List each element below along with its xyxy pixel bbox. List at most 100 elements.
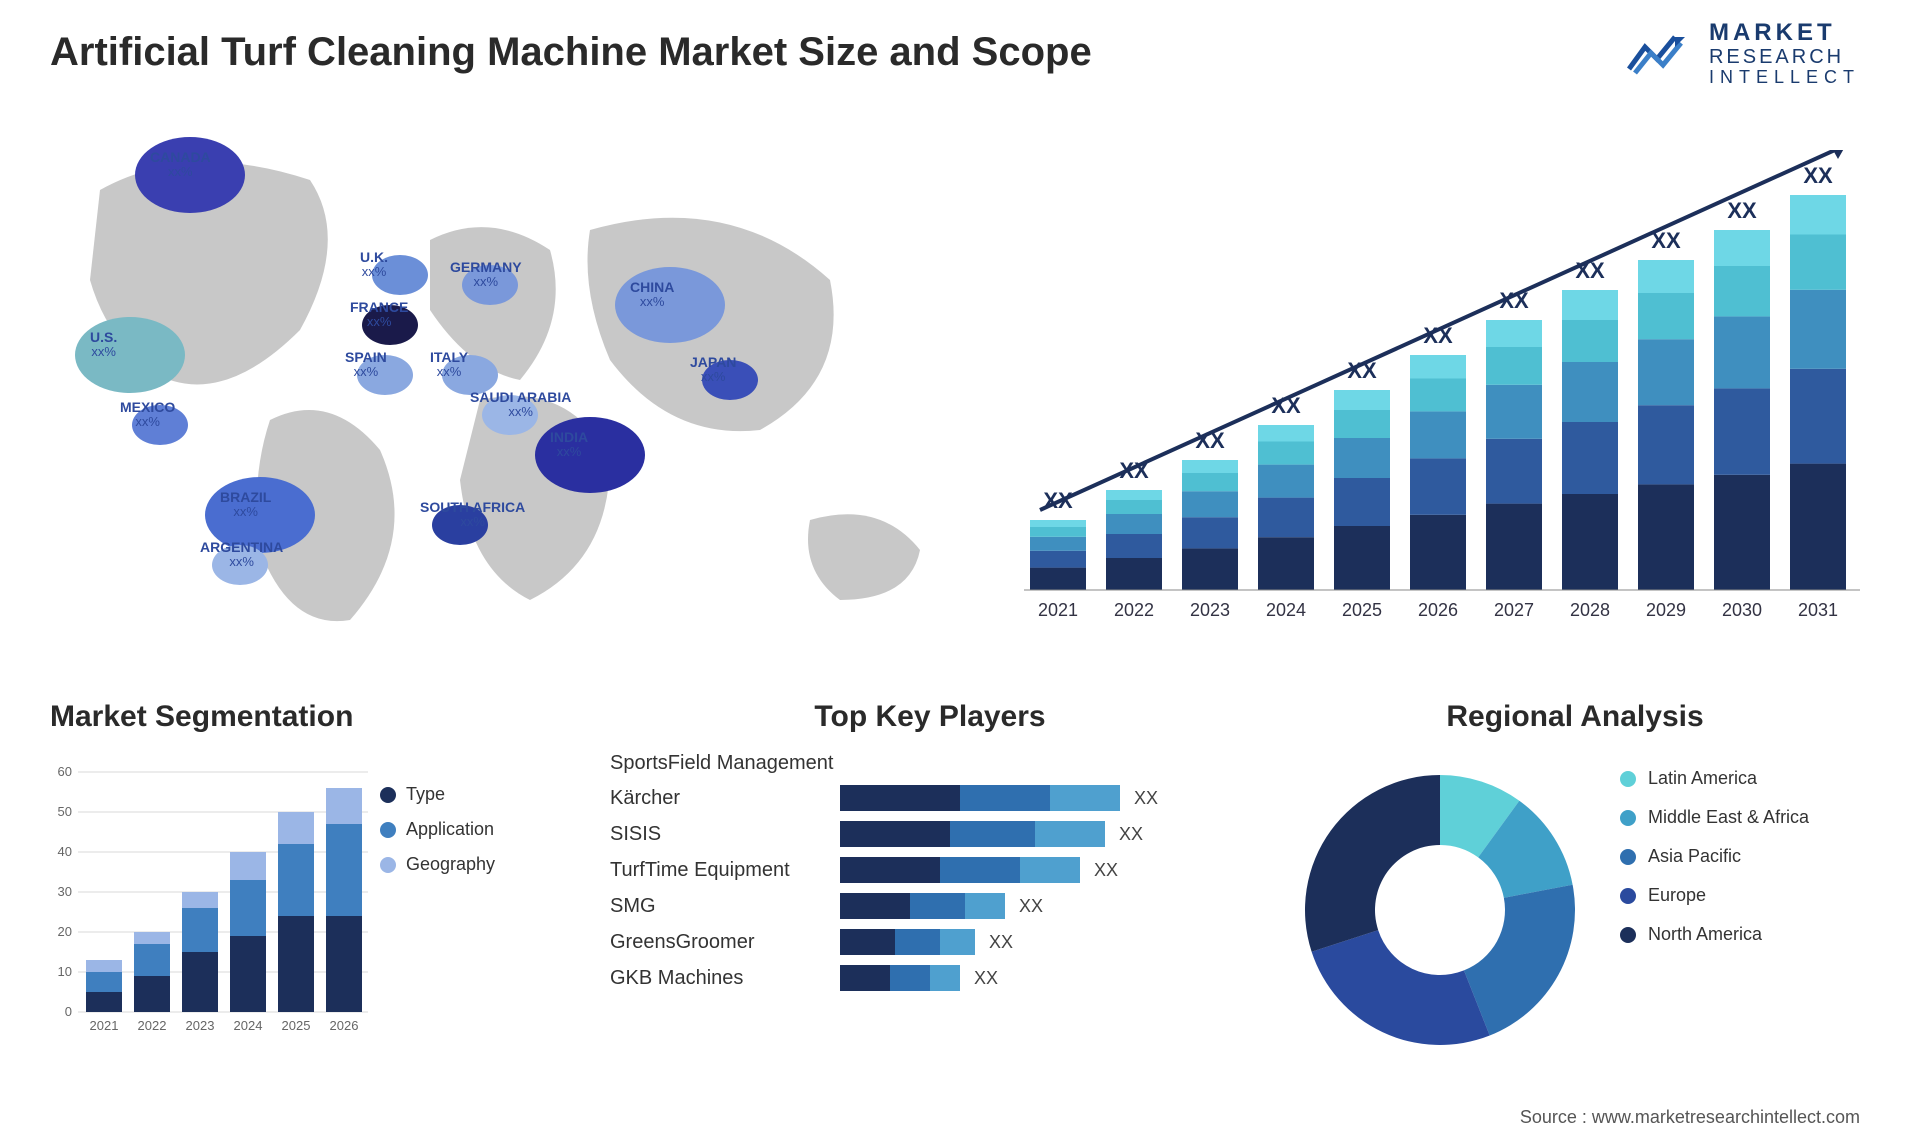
player-row-turftime-equipment: TurfTime EquipmentXX — [610, 857, 1250, 883]
growth-bar-2023-seg2 — [1182, 491, 1238, 517]
player-value: XX — [1119, 824, 1143, 845]
map-label-mexico: MEXICOxx% — [120, 400, 175, 430]
seg-bar-2021-application — [86, 972, 122, 992]
growth-bar-2022-seg3 — [1106, 500, 1162, 514]
growth-bar-2025-seg3 — [1334, 410, 1390, 438]
map-label-france: FRANCExx% — [350, 300, 408, 330]
growth-bar-2030-seg4 — [1714, 230, 1770, 266]
seg-bar-2026-application — [326, 824, 362, 916]
map-label-u-k-: U.K.xx% — [360, 250, 388, 280]
player-row-greensgroomer: GreensGroomerXX — [610, 929, 1250, 955]
regional-panel: Regional Analysis Latin AmericaMiddle Ea… — [1290, 700, 1860, 1100]
growth-bar-2028-seg1 — [1562, 422, 1618, 494]
player-row-k-rcher: KärcherXX — [610, 785, 1250, 811]
seg-bar-2023-type — [182, 952, 218, 1012]
growth-bar-2022-seg0 — [1106, 558, 1162, 590]
seg-bar-2026-geography — [326, 788, 362, 824]
player-name: SISIS — [610, 823, 840, 846]
map-label-brazil: BRAZILxx% — [220, 490, 271, 520]
player-bar — [840, 857, 1080, 883]
player-bar — [840, 893, 1005, 919]
growth-bar-2030-seg1 — [1714, 388, 1770, 474]
player-name: Kärcher — [610, 787, 840, 810]
growth-bar-2021-seg4 — [1030, 520, 1086, 527]
growth-bar-2027-seg0 — [1486, 504, 1542, 590]
growth-bar-2022-seg4 — [1106, 490, 1162, 500]
growth-year-2028: 2028 — [1570, 600, 1610, 620]
svg-text:2023: 2023 — [186, 1018, 215, 1033]
map-label-italy: ITALYxx% — [430, 350, 468, 380]
seg-bar-2023-application — [182, 908, 218, 952]
growth-bar-2022-seg2 — [1106, 514, 1162, 534]
seg-legend-geography: Geography — [380, 854, 495, 875]
growth-bar-2025-seg4 — [1334, 390, 1390, 410]
growth-year-2025: 2025 — [1342, 600, 1382, 620]
map-label-argentina: ARGENTINAxx% — [200, 540, 283, 570]
growth-bar-2030-seg3 — [1714, 266, 1770, 316]
growth-year-2030: 2030 — [1722, 600, 1762, 620]
map-label-south-africa: SOUTH AFRICAxx% — [420, 500, 525, 530]
growth-bar-2024-seg0 — [1258, 537, 1314, 590]
growth-year-2027: 2027 — [1494, 600, 1534, 620]
svg-text:2024: 2024 — [234, 1018, 263, 1033]
map-label-saudi-arabia: SAUDI ARABIAxx% — [470, 390, 571, 420]
player-bar — [840, 785, 1120, 811]
growth-bar-2031-seg4 — [1790, 195, 1846, 235]
svg-text:40: 40 — [58, 844, 72, 859]
growth-bar-2031-seg2 — [1790, 290, 1846, 369]
player-name: GKB Machines — [610, 967, 840, 990]
map-label-u-s-: U.S.xx% — [90, 330, 117, 360]
growth-bar-2025-seg1 — [1334, 478, 1390, 526]
page-title: Artificial Turf Cleaning Machine Market … — [50, 30, 1092, 75]
segmentation-title: Market Segmentation — [50, 700, 570, 734]
growth-bar-2024-seg3 — [1258, 442, 1314, 465]
donut-slice-north-america — [1305, 775, 1440, 952]
player-value: XX — [1019, 896, 1043, 917]
logo-text-3: INTELLECT — [1709, 68, 1860, 88]
svg-text:10: 10 — [58, 964, 72, 979]
growth-bar-2029-seg2 — [1638, 339, 1694, 405]
player-row-sisis: SISIS XX — [610, 821, 1250, 847]
growth-bar-2029-seg3 — [1638, 293, 1694, 339]
player-bar — [840, 929, 975, 955]
growth-bar-2021-seg0 — [1030, 568, 1086, 590]
seg-bar-2022-type — [134, 976, 170, 1012]
player-bar — [840, 821, 1105, 847]
player-value: XX — [1094, 860, 1118, 881]
growth-bar-2022-seg1 — [1106, 534, 1162, 558]
growth-bar-2025-seg2 — [1334, 438, 1390, 478]
players-top-label: SportsField Management — [610, 752, 1250, 775]
growth-bar-2031-seg0 — [1790, 464, 1846, 590]
growth-bar-2023-seg3 — [1182, 473, 1238, 491]
growth-bar-2030-seg0 — [1714, 475, 1770, 590]
growth-bar-2027-seg2 — [1486, 385, 1542, 439]
regional-donut-chart — [1290, 760, 1590, 1060]
seg-bar-2022-geography — [134, 932, 170, 944]
region-legend-middle-east-africa: Middle East & Africa — [1620, 807, 1809, 828]
growth-bar-2029-seg0 — [1638, 484, 1694, 590]
seg-bar-2025-geography — [278, 812, 314, 844]
growth-bar-2024-seg1 — [1258, 498, 1314, 538]
player-row-smg: SMGXX — [610, 893, 1250, 919]
region-legend-europe: Europe — [1620, 885, 1809, 906]
growth-bar-chart: XX2021XX2022XX2023XX2024XX2025XX2026XX20… — [1010, 150, 1860, 650]
growth-bar-2026-seg0 — [1410, 515, 1466, 590]
growth-bar-2028-seg4 — [1562, 290, 1618, 320]
segmentation-legend: TypeApplicationGeography — [380, 770, 495, 889]
svg-text:2021: 2021 — [90, 1018, 119, 1033]
map-label-japan: JAPANxx% — [690, 355, 736, 385]
logo-text-1: MARKET — [1709, 20, 1860, 46]
svg-text:2022: 2022 — [138, 1018, 167, 1033]
players-panel: Top Key Players SportsField Management K… — [610, 700, 1250, 1100]
growth-bar-2028-seg2 — [1562, 362, 1618, 422]
player-value: XX — [989, 932, 1013, 953]
seg-legend-type: Type — [380, 784, 495, 805]
growth-bar-2023-seg1 — [1182, 517, 1238, 548]
segmentation-chart: 0102030405060202120222023202420252026 — [50, 752, 370, 1042]
growth-bar-2027-seg3 — [1486, 347, 1542, 385]
growth-year-2026: 2026 — [1418, 600, 1458, 620]
growth-bar-2031-seg1 — [1790, 369, 1846, 464]
seg-bar-2022-application — [134, 944, 170, 976]
svg-text:0: 0 — [65, 1004, 72, 1019]
map-label-spain: SPAINxx% — [345, 350, 387, 380]
